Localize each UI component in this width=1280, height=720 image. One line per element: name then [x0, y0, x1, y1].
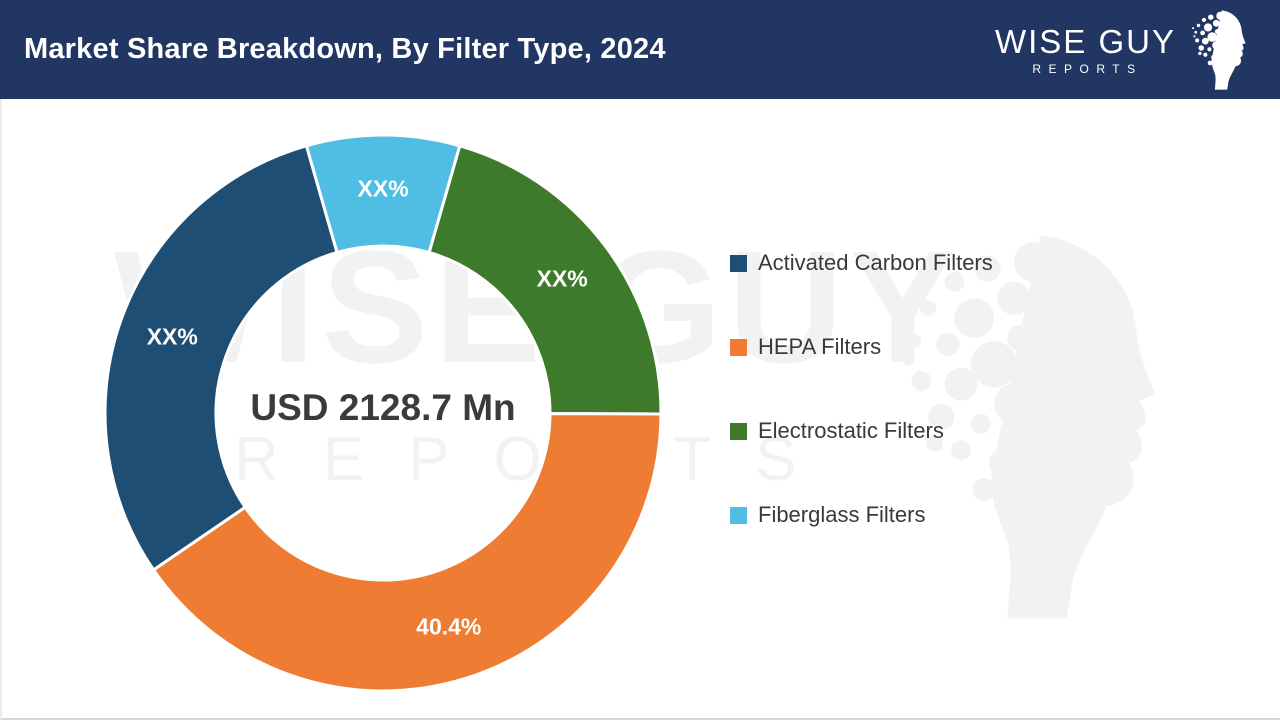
segment-value-label-electrostatic-filters: XX% — [536, 265, 588, 292]
legend-label: HEPA Filters — [758, 334, 882, 359]
legend-swatch-electrostatic-filters — [730, 422, 747, 440]
segment-value-label-hepa-filters: 40.4% — [416, 613, 482, 640]
legend-swatch-hepa-filters — [730, 338, 747, 356]
legend-swatch-fiberglass-filters — [730, 506, 747, 524]
chart-area: WISE GUY REPORTS XX% XX% 40.4% XX% USD 2128… — [0, 99, 1280, 720]
legend-swatch-activated-carbon-filters — [730, 254, 747, 272]
legend-item-activated-carbon-filters: Activated Carbon Filters — [730, 249, 993, 277]
brand-head-icon — [1182, 9, 1256, 91]
legend-label: Fiberglass Filters — [758, 502, 926, 527]
donut-segment-electrostatic-filters — [427, 144, 663, 416]
legend-item-electrostatic-filters: Electrostatic Filters — [730, 417, 993, 445]
donut-segment-hepa-filters — [152, 412, 663, 693]
header-bar: Market Share Breakdown, By Filter Type, … — [0, 0, 1280, 99]
brand-name: WISE GUY — [994, 22, 1176, 60]
watermark-text-line2: REPORTS — [234, 425, 841, 494]
center-total-label: USD 2128.7 Mn — [250, 387, 516, 428]
brand-logo-text: WISE GUY REPORTS — [995, 25, 1176, 75]
page-title: Market Share Breakdown, By Filter Type, … — [24, 33, 666, 65]
chart-legend: Activated Carbon Filters HEPA Filters Elec… — [730, 249, 993, 585]
legend-item-fiberglass-filters: Fiberglass Filters — [730, 501, 993, 529]
donut-segment-activated-carbon-filters — [103, 144, 339, 572]
brand-subname: REPORTS — [1032, 61, 1143, 76]
legend-label: Activated Carbon Filters — [758, 250, 993, 275]
segment-value-label-activated-carbon-filters: XX% — [146, 323, 198, 350]
donut-chart — [103, 133, 663, 693]
brand-logo: WISE GUY REPORTS — [995, 9, 1256, 91]
legend-label: Electrostatic Filters — [758, 418, 944, 443]
legend-item-hepa-filters: HEPA Filters — [730, 333, 993, 361]
segment-value-label-fiberglass-filters: XX% — [357, 175, 409, 202]
